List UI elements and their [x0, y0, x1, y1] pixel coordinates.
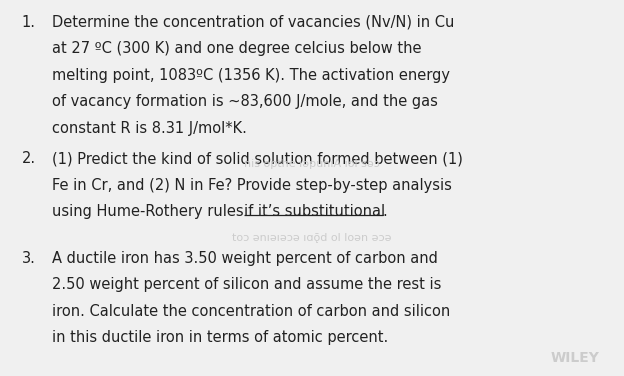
Text: 2.: 2.	[21, 151, 36, 166]
Text: (1) Predict the kind of solid solution formed between (1): (1) Predict the kind of solid solution f…	[52, 151, 463, 166]
Text: 1.: 1.	[21, 15, 36, 30]
Text: A ductile iron has 3.50 weight percent of carbon and: A ductile iron has 3.50 weight percent o…	[52, 251, 438, 265]
Text: melting point, 1083ºC (1356 K). The activation energy: melting point, 1083ºC (1356 K). The acti…	[52, 68, 450, 83]
Text: 3.: 3.	[21, 251, 36, 265]
Text: .: .	[383, 204, 388, 219]
Text: WILEY: WILEY	[550, 351, 600, 365]
Text: toɔ ənıǝıǝɔǝ ıɑǭd ol loən əɔǝ: toɔ ənıǝıǝɔǝ ıɑǭd ol loən əɔǝ	[232, 233, 392, 243]
Text: 2.50 weight percent of silicon and assume the rest is: 2.50 weight percent of silicon and assum…	[52, 277, 441, 292]
Text: using Hume-Rothery rules: using Hume-Rothery rules	[52, 204, 248, 219]
Text: at 27 ºC (300 K) and one degree celcius below the: at 27 ºC (300 K) and one degree celcius …	[52, 41, 422, 56]
Text: Determine the concentration of vacancies (Nv/N) in Cu: Determine the concentration of vacancies…	[52, 15, 454, 30]
Text: in this ductile iron in terms of atomic percent.: in this ductile iron in terms of atomic …	[52, 330, 388, 345]
Text: iron. Calculate the concentration of carbon and silicon: iron. Calculate the concentration of car…	[52, 304, 451, 319]
Text: nis opthe ıǝpunıA ıol səɔ: nis opthe ıǝpunıA ıol səɔ	[244, 159, 380, 169]
Text: of vacancy formation is ~83,600 J/mole, and the gas: of vacancy formation is ~83,600 J/mole, …	[52, 94, 438, 109]
Text: Fe in Cr, and (2) N in Fe? Provide step-by-step analysis: Fe in Cr, and (2) N in Fe? Provide step-…	[52, 178, 452, 193]
Text: if it’s substitutional: if it’s substitutional	[245, 204, 386, 219]
Text: constant R is 8.31 J/mol*K.: constant R is 8.31 J/mol*K.	[52, 121, 247, 136]
